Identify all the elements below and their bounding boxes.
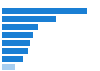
Bar [2,48,28,54]
Bar [2,40,30,46]
Bar [2,64,15,70]
Bar [2,24,38,30]
Bar [2,56,23,62]
Bar [2,16,56,22]
Bar [2,8,87,14]
Bar [2,32,33,38]
